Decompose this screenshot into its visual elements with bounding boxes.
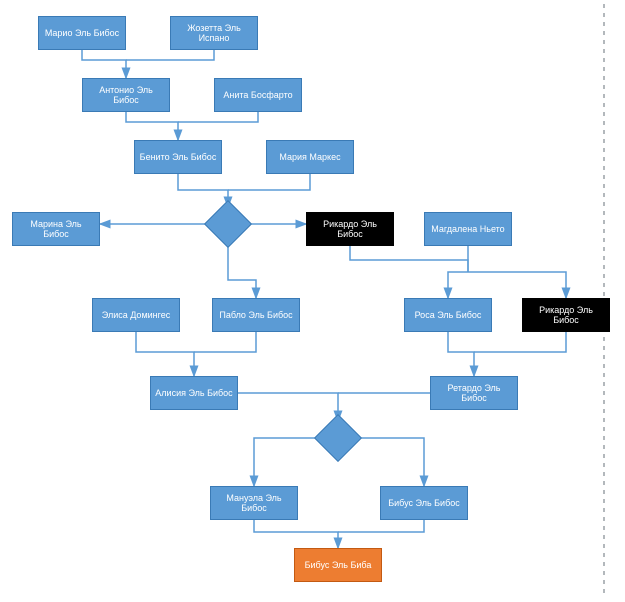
node-biba: Бибус Эль Биба [294, 548, 382, 582]
node-anita: Анита Босфарто [214, 78, 302, 112]
edge [194, 332, 256, 352]
edge [126, 112, 178, 140]
edge-to-manuela [254, 438, 321, 486]
node-pablo: Пабло Эль Бибос [212, 298, 300, 332]
node-benito: Бенито Эль Бибос [134, 140, 222, 174]
flowchart-canvas: Марио Эль Бибос Жозетта Эль ИспаноАнтонио… [0, 0, 625, 602]
edge [350, 246, 468, 272]
edge [178, 174, 228, 207]
edge-to-retardo [448, 332, 474, 376]
edge-to-alisia [136, 332, 194, 376]
edge-to-ricardo2 [468, 272, 566, 298]
node-retardo: Ретардо Эль Бибос [430, 376, 518, 410]
node-ricardo2: Рикардо Эль Бибос [522, 298, 610, 332]
node-elisa: Элиса Домингес [92, 298, 180, 332]
diamond-d2 [314, 414, 362, 462]
node-ricardo1: Рикардо Эль Бибос [306, 212, 394, 246]
edge [82, 50, 126, 78]
edge-to-rosa [448, 272, 468, 298]
edge [126, 50, 214, 60]
edge-alisia-to-d2 [238, 393, 338, 421]
edge-to-biba [254, 520, 338, 548]
edge-to-pablo [228, 241, 256, 298]
node-josetta: Жозетта Эль Испано [170, 16, 258, 50]
node-antonio: Антонио Эль Бибос [82, 78, 170, 112]
edge [474, 332, 566, 352]
node-mario: Марио Эль Бибос [38, 16, 126, 50]
diamond-d1 [204, 200, 252, 248]
node-alisia: Алисия Эль Бибос [150, 376, 238, 410]
edge-to-bibus [355, 438, 424, 486]
edge [178, 112, 258, 122]
node-magdalena: Магдалена Ньето [424, 212, 512, 246]
node-manuela: Мануэла Эль Бибос [210, 486, 298, 520]
node-bibus: Бибус Эль Бибос [380, 486, 468, 520]
node-rosa: Роса Эль Бибос [404, 298, 492, 332]
edge [338, 520, 424, 532]
node-maria: Мария Маркес [266, 140, 354, 174]
node-marina: Марина Эль Бибос [12, 212, 100, 246]
edge [228, 174, 310, 190]
